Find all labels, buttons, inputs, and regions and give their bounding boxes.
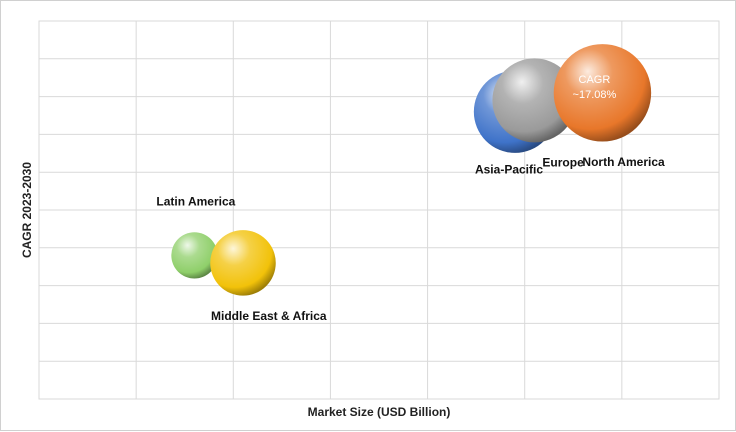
bubble-label-europe: Europe bbox=[542, 155, 584, 169]
y-axis-title: CAGR 2023-2030 bbox=[20, 162, 34, 258]
bubble-labels: Latin America Middle East & Africa Asia-Pa… bbox=[156, 74, 665, 323]
bubble-north-america bbox=[553, 44, 652, 142]
bubble-latin-america bbox=[171, 232, 218, 279]
cagr-annotation-line: CAGR bbox=[579, 74, 611, 86]
bubble-middle-east-africa bbox=[210, 230, 276, 296]
bubbles bbox=[171, 44, 652, 296]
bubble-label-north-america: North America bbox=[582, 155, 665, 169]
bubble-label-asia-pacific: Asia-Pacific bbox=[475, 163, 543, 177]
bubble-label-latin-america: Latin America bbox=[156, 194, 235, 208]
bubble-europe bbox=[492, 58, 577, 143]
bubble-label-middle-east-africa: Middle East & Africa bbox=[211, 309, 327, 323]
cagr-annotation-line: ~17.08% bbox=[573, 89, 617, 101]
x-axis-title: Market Size (USD Billion) bbox=[308, 405, 451, 419]
